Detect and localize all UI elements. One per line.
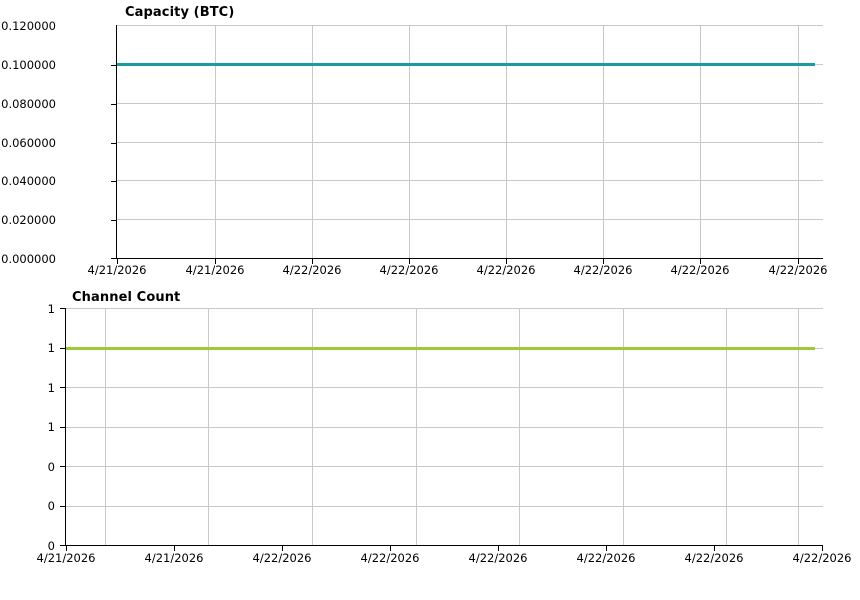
channel-ytick-label-1: 1 <box>47 341 55 355</box>
channel-xtick-label-2: 4/22/2026 <box>252 551 312 565</box>
channel-xtick-mark-2 <box>282 546 283 551</box>
channel-xtick-mark-5 <box>606 546 607 551</box>
capacity-ytick-mark-6 <box>111 258 116 259</box>
channel-ytick-label-3: 1 <box>47 420 55 434</box>
capacity-xtick-mark-6 <box>700 259 701 264</box>
capacity-xtick-label-6: 4/22/2026 <box>670 263 730 277</box>
channel-ytick-label-4: 0 <box>47 460 55 474</box>
capacity-xtick-label-3: 4/22/2026 <box>379 263 439 277</box>
capacity-x-axis-line <box>116 258 823 259</box>
capacity-hgrid-5 <box>117 219 823 220</box>
capacity-y-axis-line <box>116 25 117 259</box>
capacity-hgrid-3 <box>117 142 823 143</box>
channel-count-chart-title: Channel Count <box>72 290 181 305</box>
channel-ytick-mark-3 <box>60 427 65 428</box>
channel-xtick-label-6: 4/22/2026 <box>684 551 744 565</box>
capacity-ytick-mark-5 <box>111 220 116 221</box>
capacity-ytick-label-4: 0.040000 <box>1 174 56 188</box>
capacity-vgrid-4 <box>603 25 604 258</box>
channel-ytick-mark-4 <box>60 466 65 467</box>
channel-xtick-mark-1 <box>174 546 175 551</box>
channel-xtick-label-0: 4/21/2026 <box>36 551 96 565</box>
channel-xtick-label-7: 4/22/2026 <box>792 551 852 565</box>
capacity-xtick-mark-0 <box>117 259 118 264</box>
capacity-hgrid-4 <box>117 180 823 181</box>
capacity-vgrid-6 <box>798 25 799 258</box>
channel-vgrid-2 <box>312 308 313 545</box>
capacity-vgrid-5 <box>700 25 701 258</box>
capacity-plot-area <box>117 25 823 258</box>
capacity-ytick-label-6: 0.000000 <box>1 252 56 266</box>
capacity-ytick-mark-2 <box>111 104 116 105</box>
channel-plot-area <box>66 308 823 545</box>
capacity-xtick-mark-2 <box>312 259 313 264</box>
channel-vgrid-1 <box>208 308 209 545</box>
channel-x-axis-line <box>65 545 823 546</box>
capacity-vgrid-2 <box>409 25 410 258</box>
channel-ytick-label-5: 0 <box>47 499 55 513</box>
channel-ytick-label-6: 0 <box>47 539 55 553</box>
channel-xtick-mark-0 <box>66 546 67 551</box>
capacity-ytick-mark-1 <box>111 65 116 66</box>
channel-vgrid-3 <box>416 308 417 545</box>
capacity-chart-panel: Capacity (BTC) 0.120000 0.100000 0.08000… <box>0 0 860 290</box>
channel-xtick-label-1: 4/21/2026 <box>144 551 204 565</box>
channel-xtick-label-3: 4/22/2026 <box>360 551 420 565</box>
channel-ytick-mark-2 <box>60 387 65 388</box>
capacity-ytick-label-0: 0.120000 <box>1 19 56 33</box>
channel-xtick-label-5: 4/22/2026 <box>576 551 636 565</box>
capacity-vgrid-3 <box>506 25 507 258</box>
channel-ytick-mark-0 <box>60 308 65 309</box>
capacity-vgrid-1 <box>312 25 313 258</box>
channel-count-chart-panel: Channel Count 1 1 1 1 0 0 0 <box>0 290 860 600</box>
channel-xtick-label-4: 4/22/2026 <box>468 551 528 565</box>
capacity-xtick-mark-4 <box>506 259 507 264</box>
channel-xtick-mark-6 <box>714 546 715 551</box>
channel-ytick-label-0: 1 <box>47 302 55 316</box>
channel-series-line <box>66 347 815 350</box>
channel-xtick-mark-4 <box>498 546 499 551</box>
channel-vgrid-0 <box>105 308 106 545</box>
channel-ytick-mark-6 <box>60 545 65 546</box>
capacity-xtick-mark-7 <box>798 259 799 264</box>
capacity-ytick-label-3: 0.060000 <box>1 136 56 150</box>
capacity-xtick-mark-3 <box>409 259 410 264</box>
channel-vgrid-5 <box>623 308 624 545</box>
capacity-hgrid-0 <box>117 25 823 26</box>
channel-xtick-mark-3 <box>390 546 391 551</box>
channel-ytick-mark-1 <box>60 348 65 349</box>
capacity-ytick-label-5: 0.020000 <box>1 213 56 227</box>
capacity-xtick-label-4: 4/22/2026 <box>476 263 536 277</box>
capacity-series-line <box>117 63 815 66</box>
channel-vgrid-4 <box>519 308 520 545</box>
capacity-ytick-mark-3 <box>111 143 116 144</box>
capacity-xtick-label-5: 4/22/2026 <box>573 263 633 277</box>
channel-hgrid-4 <box>66 466 823 467</box>
channel-y-axis-line <box>65 308 66 546</box>
capacity-xtick-label-2: 4/22/2026 <box>282 263 342 277</box>
channel-vgrid-7 <box>798 308 799 545</box>
channel-ytick-label-2: 1 <box>47 381 55 395</box>
capacity-xtick-mark-5 <box>603 259 604 264</box>
capacity-vgrid-0 <box>215 25 216 258</box>
channel-hgrid-3 <box>66 427 823 428</box>
capacity-xtick-label-7: 4/22/2026 <box>768 263 828 277</box>
channel-hgrid-5 <box>66 506 823 507</box>
capacity-xtick-mark-1 <box>215 259 216 264</box>
channel-ytick-mark-5 <box>60 506 65 507</box>
channel-hgrid-2 <box>66 387 823 388</box>
channel-vgrid-6 <box>726 308 727 545</box>
capacity-ytick-label-2: 0.080000 <box>1 97 56 111</box>
capacity-xtick-label-1: 4/21/2026 <box>185 263 245 277</box>
capacity-xtick-label-0: 4/21/2026 <box>87 263 147 277</box>
capacity-ytick-mark-4 <box>111 181 116 182</box>
capacity-chart-title: Capacity (BTC) <box>125 5 235 20</box>
channel-xtick-mark-7 <box>822 546 823 551</box>
capacity-ytick-label-1: 0.100000 <box>1 58 56 72</box>
capacity-hgrid-2 <box>117 103 823 104</box>
channel-hgrid-0 <box>66 308 823 309</box>
